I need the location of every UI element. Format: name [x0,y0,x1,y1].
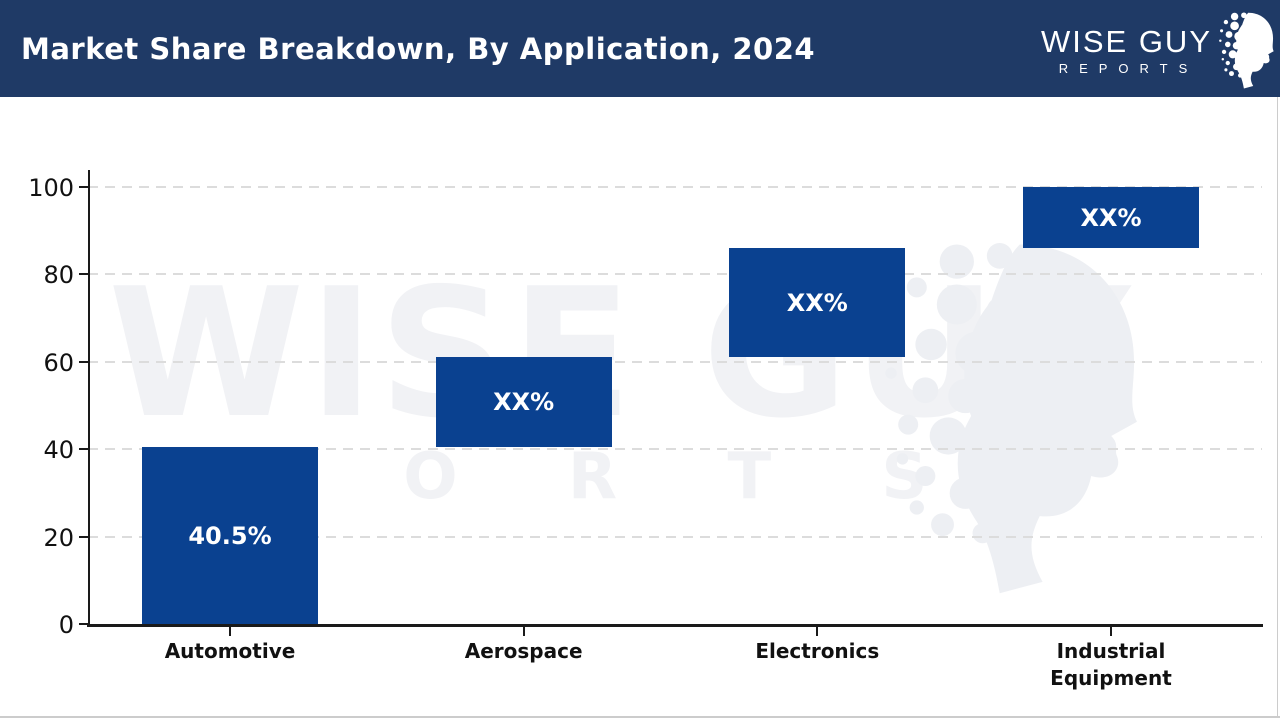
bar-value-label: 40.5% [188,521,272,550]
bar-aerospace [435,357,612,447]
x-category-label: Automotive [164,639,296,663]
y-tick-label: 20 [43,523,74,552]
y-axis [88,170,90,626]
bar-automotive [142,447,318,624]
x-category-label: Industrial Equipment [1050,639,1172,690]
logo-text: WISE GUY REPORTS [1041,26,1212,75]
right-border-line [1277,97,1278,718]
gridline [88,186,1262,188]
gridline [88,535,1262,538]
plot-area: 40.5% XX% XX% XX% [88,186,1262,624]
y-axis-tick [79,273,88,276]
bar-value-label: XX% [786,288,848,317]
y-tick-label: 0 [58,611,74,639]
x-category-label: Aerospace [464,639,583,663]
y-tick-label: 40 [43,436,74,465]
logo-subtitle: REPORTS [1058,60,1199,76]
x-axis [87,624,1263,627]
y-axis-tick [79,623,88,625]
y-axis-tick [79,535,88,538]
y-axis-tick [79,448,88,451]
header-bar: Market Share Breakdown, By Application, … [0,0,1280,97]
logo-head-icon [1219,12,1274,89]
bar-value-label: XX% [493,388,555,417]
logo-wordmark: WISE GUY [1040,23,1212,59]
y-axis-tick [79,360,88,363]
page-title: Market Share Breakdown, By Application, … [21,31,816,66]
chart-area: WISE GUY P O R T S 40.5% XX% XX% XX% 0 20 40 6… [0,97,1280,720]
x-axis-tick [229,627,231,636]
gridline [88,360,1262,363]
x-axis-tick [816,627,819,636]
bottom-border-line [0,716,1280,718]
x-axis-tick [1109,627,1112,636]
watermark-text-secondary: P O R T S [246,440,972,514]
y-axis-tick [79,186,88,188]
x-category-label: Electronics [755,639,880,663]
y-tick-label: 100 [28,174,74,202]
y-tick-label: 80 [43,261,74,290]
wiseguy-logo: WISE GUY REPORTS [1041,8,1278,92]
x-axis-tick [522,627,525,636]
gridline [88,273,1262,276]
watermark-head-icon [885,243,1137,594]
bar-value-label: XX% [1080,203,1142,232]
gridline [88,448,1262,451]
bar-electronics [729,248,906,358]
y-tick-label: 60 [43,348,74,377]
bar-industrial-equipment [1022,187,1199,249]
